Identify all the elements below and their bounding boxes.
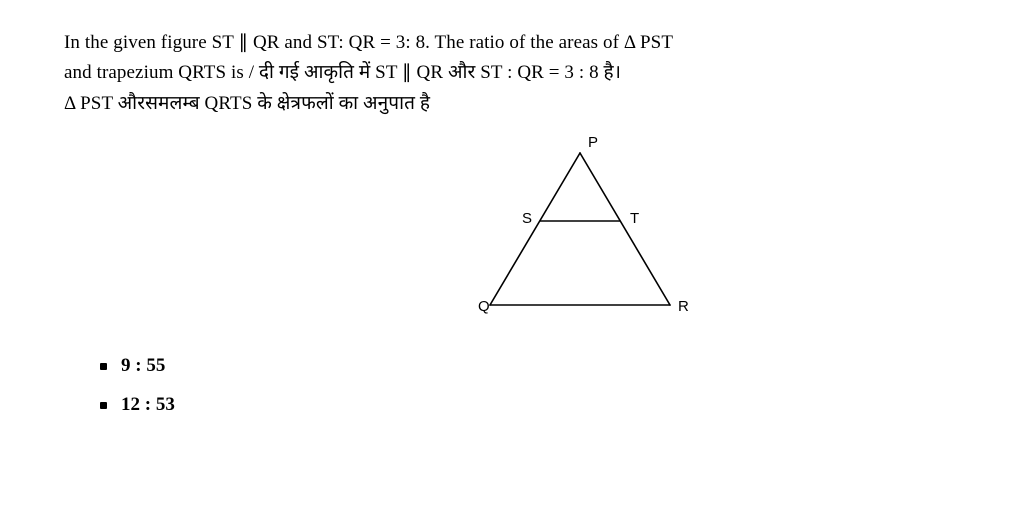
question-line-1: In the given figure ST ∥ QR and ST: QR =… [64,28,976,58]
svg-text:R: R [678,298,689,315]
figure-container: P Q R S T [64,119,976,337]
question-line-3: Δ PST औरसमलम्ब QRTS के क्षेत्रफलों का अन… [64,89,976,119]
svg-text:Q: Q [478,298,490,315]
page-container: In the given figure ST ∥ QR and ST: QR =… [0,0,1024,512]
triangle-diagram: P Q R S T [470,135,690,325]
svg-text:P: P [588,135,598,151]
option-2: 12 : 53 [100,395,976,415]
svg-text:S: S [522,210,532,227]
option-1-label: 9 : 55 [121,355,165,377]
options-list: 9 : 55 12 : 53 [64,355,976,415]
bullet-icon [100,363,107,370]
question-line-2: and trapezium QRTS is / दी गई आकृति में … [64,58,976,88]
question-text: In the given figure ST ∥ QR and ST: QR =… [64,28,976,119]
option-1: 9 : 55 [100,355,976,377]
option-2-label: 12 : 53 [121,395,175,415]
svg-text:T: T [630,210,639,227]
bullet-icon [100,402,107,409]
